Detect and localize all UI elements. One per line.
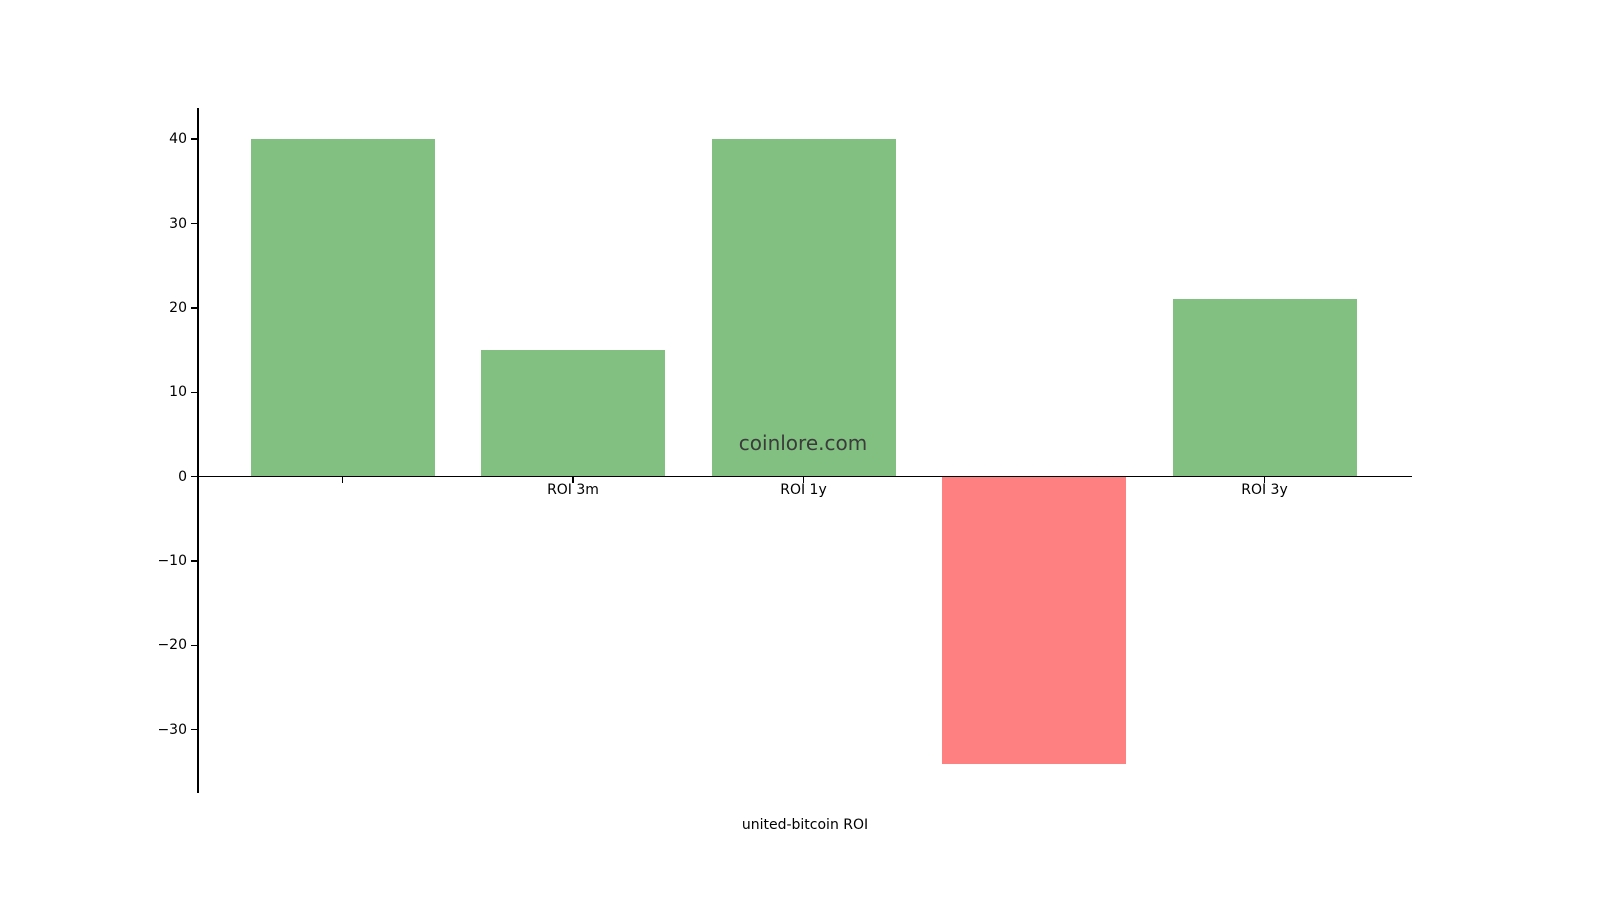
y-tick-label: 10 <box>169 384 187 401</box>
y-axis-line <box>197 108 199 793</box>
y-tick-mark <box>191 307 197 309</box>
y-tick-mark <box>191 475 197 478</box>
x-tick-label: ROI 3y <box>1241 481 1288 498</box>
y-tick-label: −10 <box>157 553 187 569</box>
y-tick-label: 40 <box>169 131 187 148</box>
x-tick-mark <box>572 476 574 483</box>
chart-title: united-bitcoin ROI <box>741 817 869 833</box>
y-tick-label: −20 <box>157 637 187 654</box>
y-tick-mark <box>191 560 197 562</box>
y-tick-mark <box>191 728 197 731</box>
x-tick-label: ROI 1y <box>780 481 827 498</box>
bar-segment-4 <box>942 477 1126 765</box>
x-tick-label: ROI 3m <box>547 481 599 498</box>
y-tick-mark <box>191 222 197 225</box>
y-tick-label: −30 <box>157 721 187 738</box>
bar-roi-3y <box>1172 299 1357 477</box>
x-tick-mark <box>802 476 805 483</box>
watermark: coinlore.com <box>738 431 868 455</box>
y-tick-mark <box>191 644 197 647</box>
y-tick-label: 30 <box>169 215 187 232</box>
y-tick-mark <box>191 138 197 140</box>
x-tick-mark <box>341 476 344 483</box>
bar-roi-3m <box>481 350 665 477</box>
y-tick-mark <box>191 391 197 394</box>
bar-roi-1y <box>711 139 896 477</box>
y-tick-label: 20 <box>169 299 187 316</box>
bar-segment-1 <box>250 139 435 477</box>
x-axis-line <box>197 475 1412 478</box>
x-tick-mark <box>1263 476 1266 483</box>
y-tick-label: 0 <box>178 468 187 485</box>
